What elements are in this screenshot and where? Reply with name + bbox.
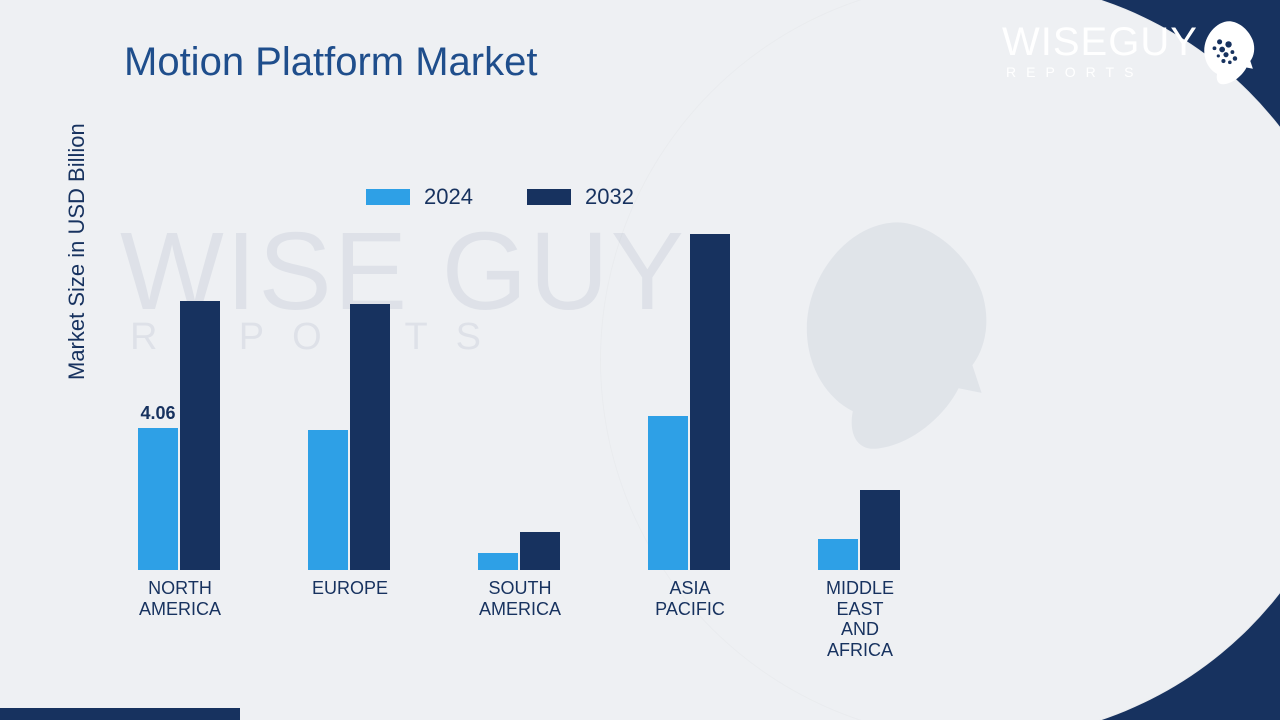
bar: [860, 490, 900, 571]
x-axis-label: SOUTHAMERICA: [440, 578, 600, 619]
legend-label-2032: 2032: [585, 184, 634, 210]
bar: [648, 416, 688, 570]
bar: [520, 532, 560, 571]
legend-swatch-2032: [527, 189, 571, 205]
bar: [308, 430, 348, 570]
bottom-accent-bar: [0, 708, 240, 720]
y-axis-label: Market Size in USD Billion: [64, 123, 90, 380]
legend-item-2024: 2024: [366, 184, 473, 210]
x-axis-label: ASIAPACIFIC: [610, 578, 770, 619]
x-axis-label: MIDDLEEASTANDAFRICA: [780, 578, 940, 661]
bar: [478, 553, 518, 571]
bar: 4.06: [138, 428, 178, 570]
bar: [818, 539, 858, 571]
bar-value-label: 4.06: [140, 403, 175, 424]
x-axis-label: NORTHAMERICA: [100, 578, 260, 619]
brand-logo: WISEGUY REPORTS: [1002, 22, 1252, 80]
brand-logo-head-icon: [1194, 18, 1258, 90]
chart-title: Motion Platform Market: [124, 40, 537, 85]
legend-swatch-2024: [366, 189, 410, 205]
chart-legend: 2024 2032: [0, 184, 1000, 210]
chart-plot-area: 4.06NORTHAMERICAEUROPESOUTHAMERICAASIAPA…: [100, 220, 960, 570]
stage: WISE GUY REPORTS WISEGUY REPORTS Motion …: [0, 0, 1280, 720]
bar: [180, 301, 220, 571]
legend-label-2024: 2024: [424, 184, 473, 210]
legend-item-2032: 2032: [527, 184, 634, 210]
x-axis-label: EUROPE: [270, 578, 430, 599]
bar: [690, 234, 730, 570]
bar: [350, 304, 390, 570]
